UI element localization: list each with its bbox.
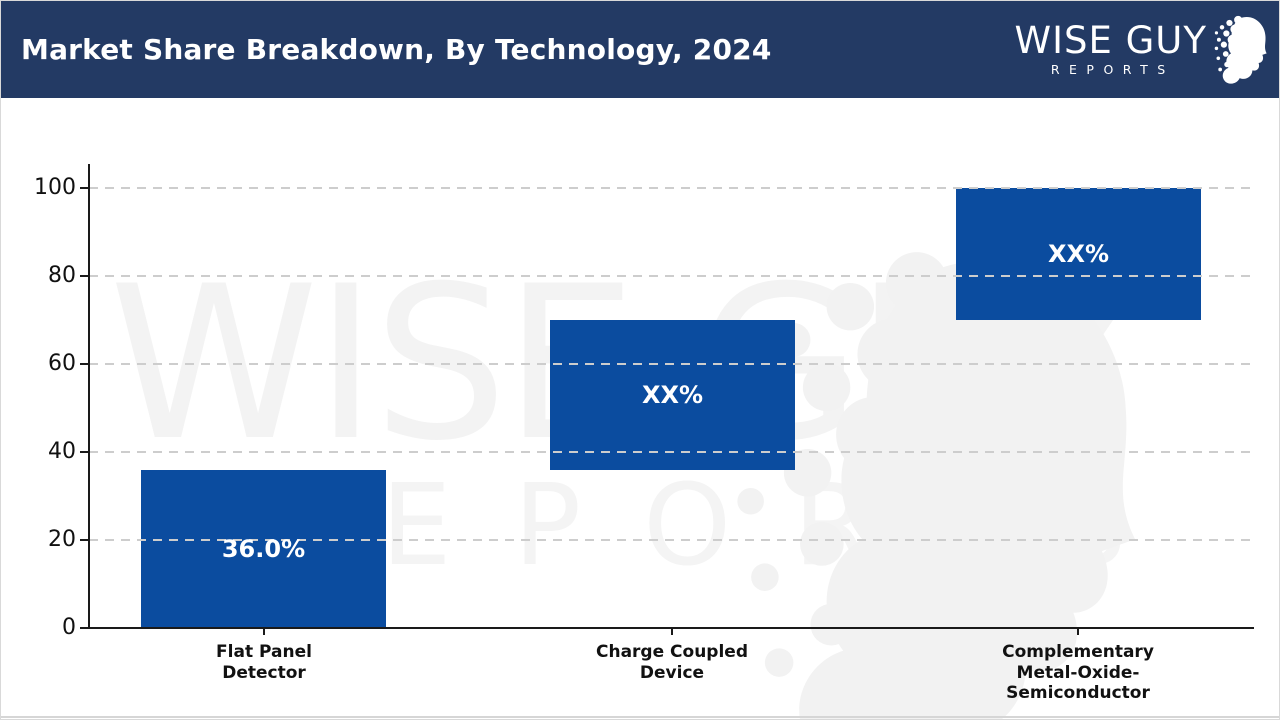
page-title: Market Share Breakdown, By Technology, 2… — [21, 33, 772, 66]
header-bar: Market Share Breakdown, By Technology, 2… — [1, 1, 1279, 98]
bar-segment-1 — [141, 469, 386, 628]
gridline-80 — [89, 275, 1254, 277]
y-tick-label: 100 — [34, 175, 76, 200]
gridline-60 — [89, 363, 1254, 365]
y-tick-label: 20 — [48, 527, 76, 552]
y-tick-label: 0 — [62, 615, 76, 640]
y-tick-mark — [80, 363, 88, 365]
x-tick-mark — [1077, 629, 1079, 635]
gridline-100 — [89, 187, 1254, 189]
x-tick-mark — [263, 629, 265, 635]
gridline-40 — [89, 451, 1254, 453]
y-tick-label: 40 — [48, 439, 76, 464]
y-tick-mark — [80, 275, 88, 277]
x-axis-line — [88, 627, 1254, 629]
bar-segment-2 — [550, 320, 795, 470]
x-tick-mark — [671, 629, 673, 635]
logo-text-reports: REPORTS — [1050, 62, 1175, 77]
bar-value-label: XX% — [641, 380, 704, 409]
x-category-label: Flat Panel Detector — [216, 642, 312, 683]
gridline-20 — [89, 539, 1254, 541]
bar-value-label: XX% — [1047, 240, 1110, 268]
y-tick-label: 60 — [48, 351, 76, 376]
y-tick-mark — [80, 539, 88, 541]
y-tick-mark — [80, 187, 88, 189]
x-category-label: Charge Coupled Device — [595, 642, 748, 683]
bottom-frame-line — [1, 716, 1279, 718]
y-axis-line — [88, 164, 90, 629]
wise-guy-reports-logo: WISE GUY REPORTS — [1003, 1, 1273, 98]
x-category-label: Complementary Metal-Oxide- Semiconductor — [1002, 642, 1154, 704]
y-tick-mark — [80, 627, 88, 629]
logo-text-wise-guy: WISE GUY — [1014, 19, 1207, 62]
bar-segment-3 — [956, 188, 1201, 320]
dotted-head-profile-icon — [1214, 15, 1267, 84]
logo-wordmark: WISE GUY REPORTS — [1015, 22, 1207, 77]
bar-value-label: 36.0% — [221, 534, 306, 563]
y-tick-label: 80 — [48, 263, 76, 288]
y-tick-mark — [80, 451, 88, 453]
